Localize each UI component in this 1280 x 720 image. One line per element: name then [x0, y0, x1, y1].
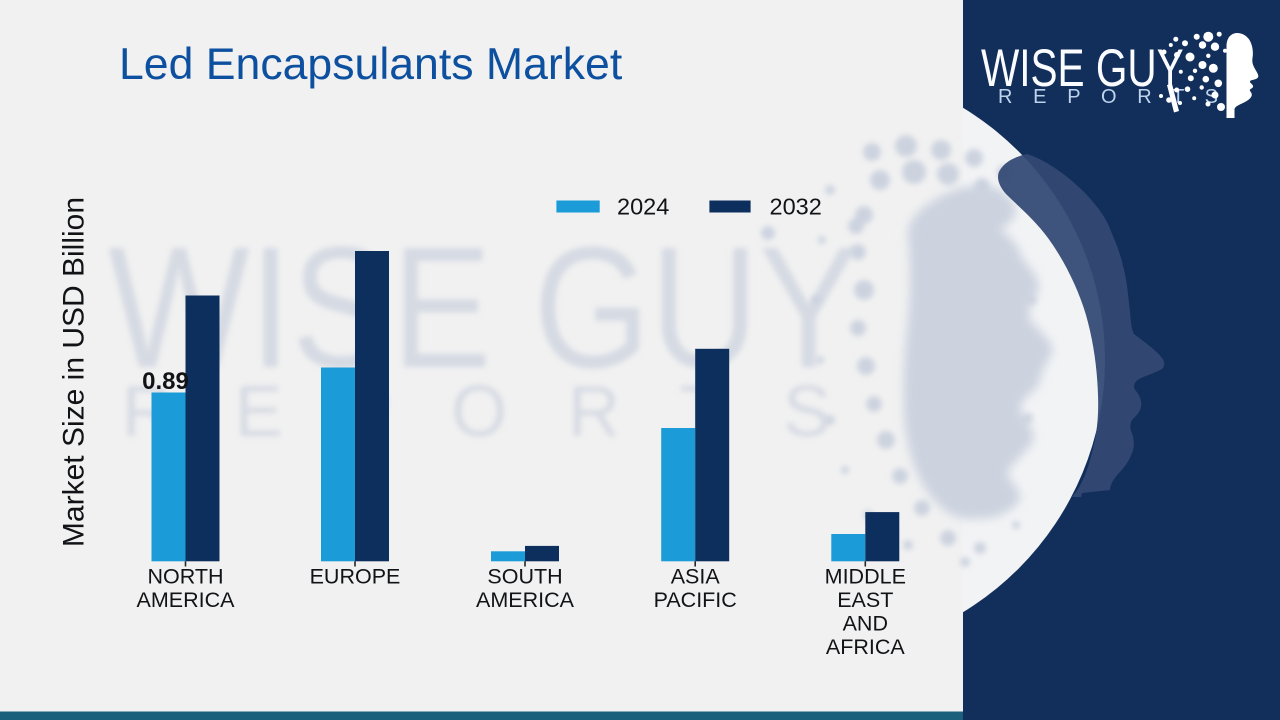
svg-text:WISE GUY: WISE GUY [981, 38, 1184, 98]
svg-text:MIDDLE: MIDDLE [825, 565, 906, 589]
svg-text:AMERICA: AMERICA [137, 588, 236, 612]
svg-text:ASIA: ASIA [671, 565, 721, 589]
svg-text:EUROPE: EUROPE [310, 565, 401, 589]
svg-text:AFRICA: AFRICA [826, 635, 906, 659]
svg-text:Led Encapsulants Market: Led Encapsulants Market [119, 40, 623, 89]
svg-text:Market Size in USD Billion: Market Size in USD Billion [58, 197, 91, 547]
svg-text:AND: AND [843, 612, 888, 636]
svg-text:SOUTH: SOUTH [487, 565, 562, 589]
svg-text:AMERICA: AMERICA [476, 588, 575, 612]
svg-text:EAST: EAST [837, 588, 893, 612]
svg-text:0.89: 0.89 [142, 368, 189, 395]
svg-text:PACIFIC: PACIFIC [654, 588, 737, 612]
svg-text:WISE GUY: WISE GUY [108, 211, 859, 404]
svg-text:2024: 2024 [617, 194, 669, 220]
svg-text:NORTH: NORTH [147, 565, 223, 589]
svg-text:2032: 2032 [770, 194, 822, 220]
